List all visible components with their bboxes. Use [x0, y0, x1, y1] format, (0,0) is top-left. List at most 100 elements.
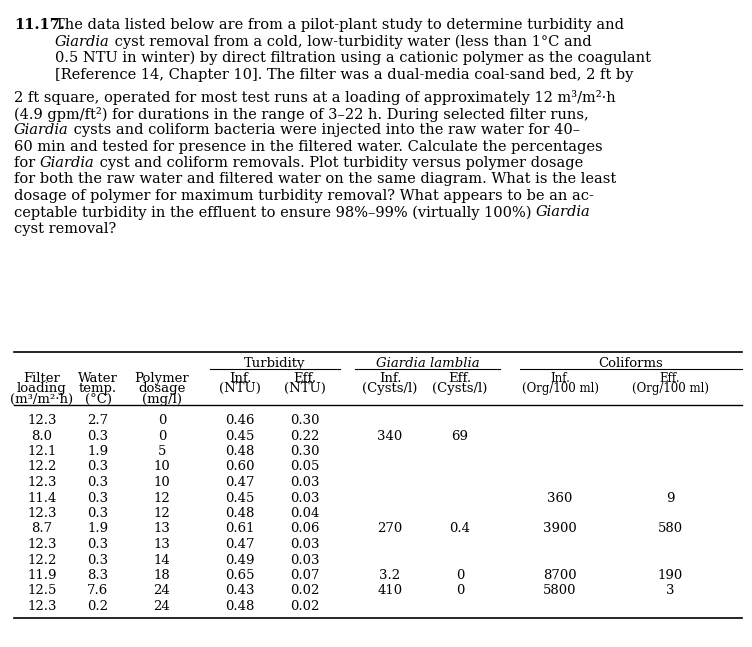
Text: 0.47: 0.47 [226, 538, 255, 551]
Text: 13: 13 [153, 523, 171, 536]
Text: 0: 0 [456, 569, 464, 582]
Text: 0.3: 0.3 [87, 507, 108, 520]
Text: 12.2: 12.2 [27, 461, 56, 474]
Text: 0.60: 0.60 [226, 461, 255, 474]
Text: Giardia: Giardia [14, 123, 68, 137]
Text: 8.7: 8.7 [32, 523, 53, 536]
Text: 24: 24 [153, 600, 171, 613]
Text: 0.43: 0.43 [226, 584, 255, 597]
Text: 10: 10 [153, 461, 171, 474]
Text: 0.65: 0.65 [226, 569, 255, 582]
Text: cyst removal?: cyst removal? [14, 222, 117, 236]
Text: 11.17.: 11.17. [14, 18, 65, 32]
Text: Eff.: Eff. [448, 372, 472, 385]
Text: Filter: Filter [23, 372, 60, 385]
Text: 69: 69 [451, 430, 468, 443]
Text: cysts and coliform bacteria were injected into the raw water for 40–: cysts and coliform bacteria were injecte… [68, 123, 580, 137]
Text: 0.03: 0.03 [290, 538, 320, 551]
Text: 580: 580 [657, 523, 683, 536]
Text: 0.48: 0.48 [226, 600, 255, 613]
Text: 0.06: 0.06 [290, 523, 320, 536]
Text: 12.5: 12.5 [27, 584, 56, 597]
Text: 2.7: 2.7 [87, 414, 108, 427]
Text: [Reference 14, Chapter 10]. The filter was a dual-media coal-sand bed, 2 ft by: [Reference 14, Chapter 10]. The filter w… [55, 67, 633, 82]
Text: 0.3: 0.3 [87, 492, 108, 505]
Text: 8.0: 8.0 [32, 430, 53, 443]
Text: 0.46: 0.46 [226, 414, 255, 427]
Text: (4.9 gpm/ft²) for durations in the range of 3–22 h. During selected filter runs,: (4.9 gpm/ft²) for durations in the range… [14, 107, 589, 122]
Text: 0.3: 0.3 [87, 476, 108, 489]
Text: 9: 9 [666, 492, 675, 505]
Text: 7.6: 7.6 [87, 584, 108, 597]
Text: 0.47: 0.47 [226, 476, 255, 489]
Text: 0.49: 0.49 [226, 553, 255, 567]
Text: Turbidity: Turbidity [244, 357, 306, 370]
Text: (Cysts/l): (Cysts/l) [432, 382, 488, 395]
Text: 14: 14 [153, 553, 171, 567]
Text: (Cysts/l): (Cysts/l) [362, 382, 417, 395]
Text: 360: 360 [547, 492, 573, 505]
Text: 3: 3 [666, 584, 675, 597]
Text: Inf.: Inf. [550, 372, 570, 385]
Text: 12.3: 12.3 [27, 600, 56, 613]
Text: 190: 190 [657, 569, 683, 582]
Text: 0.30: 0.30 [290, 445, 320, 458]
Text: 3900: 3900 [543, 523, 577, 536]
Text: 12.3: 12.3 [27, 538, 56, 551]
Text: 8.3: 8.3 [87, 569, 108, 582]
Text: 0.02: 0.02 [290, 600, 320, 613]
Text: 60 min and tested for presence in the filtered water. Calculate the percentages: 60 min and tested for presence in the fi… [14, 140, 602, 153]
Text: 11.9: 11.9 [27, 569, 56, 582]
Text: 340: 340 [378, 430, 402, 443]
Text: 11.4: 11.4 [27, 492, 56, 505]
Text: Giardia: Giardia [40, 156, 95, 170]
Text: ceptable turbidity in the effluent to ensure 98%–99% (virtually 100%): ceptable turbidity in the effluent to en… [14, 206, 536, 220]
Text: 0.03: 0.03 [290, 476, 320, 489]
Text: 1.9: 1.9 [87, 523, 108, 536]
Text: 24: 24 [153, 584, 171, 597]
Text: 12: 12 [153, 492, 171, 505]
Text: (Org/100 ml): (Org/100 ml) [521, 382, 599, 395]
Text: Polymer: Polymer [135, 372, 190, 385]
Text: 0.30: 0.30 [290, 414, 320, 427]
Text: (mg/l): (mg/l) [142, 393, 182, 406]
Text: 410: 410 [378, 584, 402, 597]
Text: 0.07: 0.07 [290, 569, 320, 582]
Text: Inf.: Inf. [229, 372, 251, 385]
Text: 0.3: 0.3 [87, 430, 108, 443]
Text: 0.03: 0.03 [290, 553, 320, 567]
Text: 0.45: 0.45 [226, 430, 255, 443]
Text: 0: 0 [158, 430, 166, 443]
Text: 0.05: 0.05 [290, 461, 320, 474]
Text: Inf.: Inf. [379, 372, 402, 385]
Text: for both the raw water and filtered water on the same diagram. What is the least: for both the raw water and filtered wate… [14, 173, 616, 186]
Text: 0.04: 0.04 [290, 507, 320, 520]
Text: Giardia lamblia: Giardia lamblia [376, 357, 479, 370]
Text: Eff.: Eff. [293, 372, 317, 385]
Text: 0.22: 0.22 [290, 430, 320, 443]
Text: 0: 0 [456, 584, 464, 597]
Text: (Org/100 ml): (Org/100 ml) [632, 382, 708, 395]
Text: 12.3: 12.3 [27, 414, 56, 427]
Text: The data listed below are from a pilot-plant study to determine turbidity and: The data listed below are from a pilot-p… [55, 18, 624, 32]
Text: Coliforms: Coliforms [599, 357, 663, 370]
Text: 18: 18 [153, 569, 171, 582]
Text: cyst removal from a cold, low-turbidity water (less than 1°C and: cyst removal from a cold, low-turbidity … [110, 34, 591, 49]
Text: 8700: 8700 [543, 569, 577, 582]
Text: Water: Water [78, 372, 118, 385]
Text: Eff.: Eff. [660, 372, 681, 385]
Text: 0.2: 0.2 [87, 600, 108, 613]
Text: 0.48: 0.48 [226, 445, 255, 458]
Text: dosage: dosage [138, 382, 186, 395]
Text: (m³/m²·h): (m³/m²·h) [11, 393, 74, 406]
Text: 10: 10 [153, 476, 171, 489]
Text: 12.2: 12.2 [27, 553, 56, 567]
Text: 3.2: 3.2 [380, 569, 401, 582]
Text: 0.3: 0.3 [87, 553, 108, 567]
Text: 0: 0 [158, 414, 166, 427]
Text: 0.03: 0.03 [290, 492, 320, 505]
Text: temp.: temp. [79, 382, 117, 395]
Text: 1.9: 1.9 [87, 445, 108, 458]
Text: 5800: 5800 [543, 584, 577, 597]
Text: dosage of polymer for maximum turbidity removal? What appears to be an ac-: dosage of polymer for maximum turbidity … [14, 189, 594, 203]
